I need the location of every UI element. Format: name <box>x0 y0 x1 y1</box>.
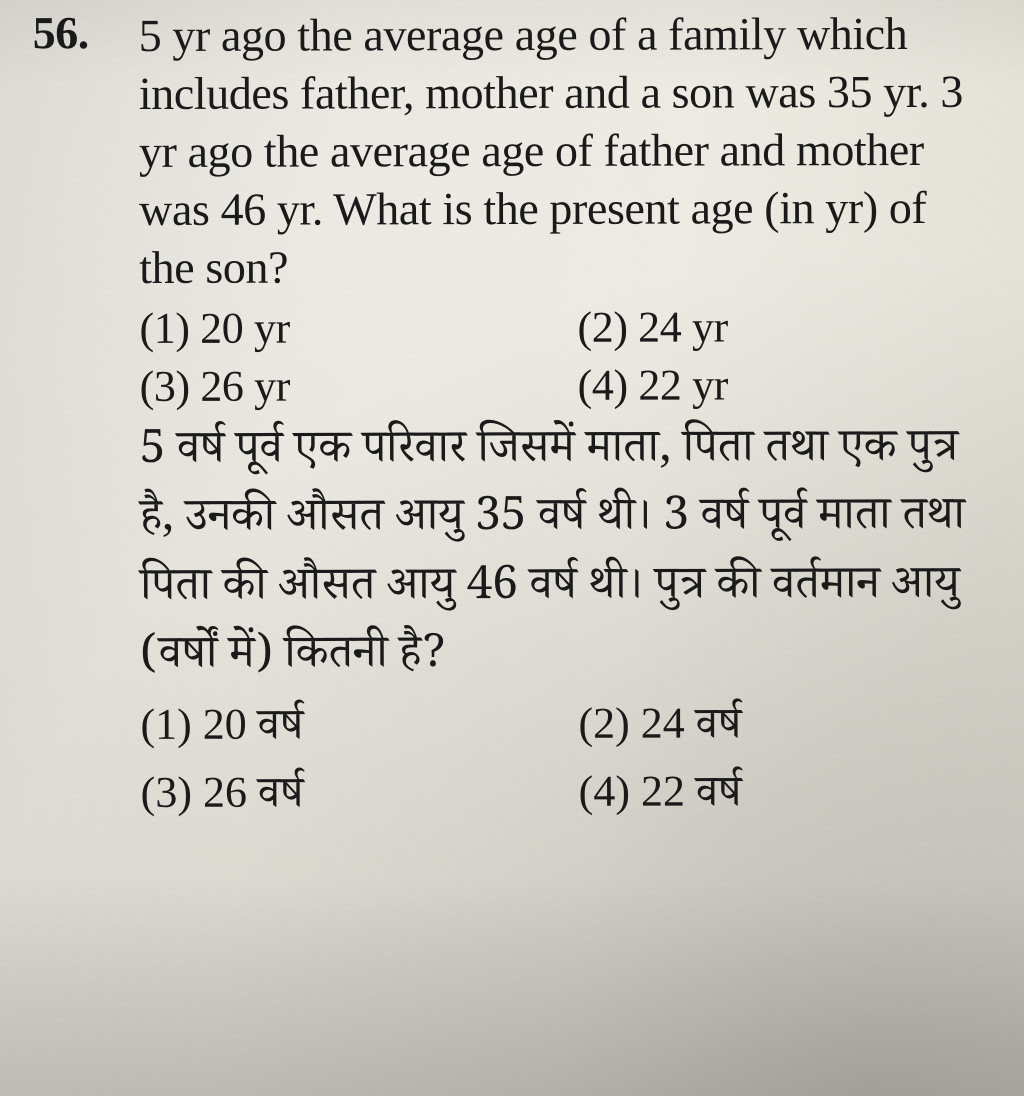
option-hi-2-unit: वर्ष <box>696 696 742 765</box>
question-row: 56. 5 yr ago the average age of a family… <box>33 5 991 830</box>
option-en-2: (2) 24 yr <box>577 299 989 356</box>
option-hi-3-unit: वर्ष <box>258 765 304 834</box>
options-hindi: (1) 20 वर्ष (2) 24 वर्ष (3) 26 वर्ष (4) … <box>140 693 990 829</box>
option-hi-4-num: (4) 22 <box>579 766 696 815</box>
question-number: 56. <box>33 9 115 58</box>
question-body: 5 yr ago the average age of a family whi… <box>139 5 991 830</box>
option-hi-4: (4) 22 वर्ष <box>579 762 991 829</box>
option-hi-1-unit: वर्ष <box>258 697 304 766</box>
option-hi-1: (1) 20 वर्ष <box>140 695 552 762</box>
option-hi-2-num: (2) 24 <box>578 698 695 747</box>
option-en-1: (1) 20 yr <box>139 300 551 357</box>
option-hi-3: (3) 26 वर्ष <box>141 763 553 830</box>
question-text-english: 5 yr ago the average age of a family whi… <box>139 5 990 297</box>
option-en-3: (3) 26 yr <box>140 358 552 415</box>
option-hi-4-unit: वर्ष <box>696 764 742 833</box>
page: 56. 5 yr ago the average age of a family… <box>0 0 1024 1096</box>
question-text-hindi: 5 वर्ष पूर्व एक परिवार जिसमें माता, पिता… <box>140 419 991 694</box>
option-hi-2: (2) 24 वर्ष <box>578 693 990 760</box>
option-hi-3-num: (3) 26 <box>141 767 258 816</box>
option-en-4: (4) 22 yr <box>578 357 990 414</box>
options-english: (1) 20 yr (2) 24 yr (3) 26 yr (4) 22 yr <box>139 299 989 416</box>
option-hi-1-num: (1) 20 <box>140 699 257 748</box>
